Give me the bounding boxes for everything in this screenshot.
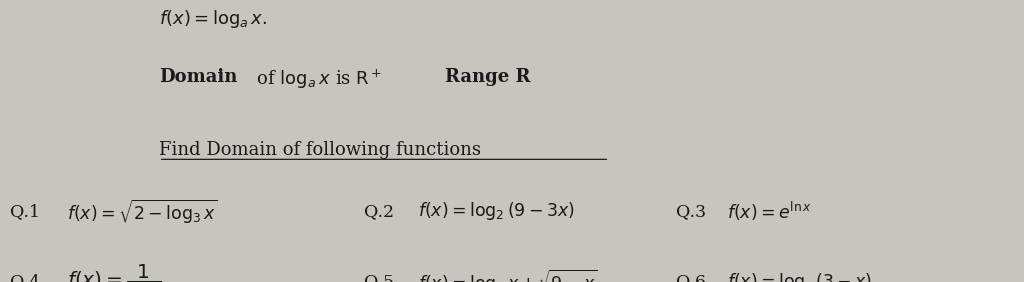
Text: $f(x) = \dfrac{1}{\ln x}$: $f(x) = \dfrac{1}{\ln x}$ bbox=[67, 262, 162, 282]
Text: $f(x) = \log_x(3-x)$: $f(x) = \log_x(3-x)$ bbox=[727, 271, 872, 282]
Text: $f(x) = \log_2(9-3x)$: $f(x) = \log_2(9-3x)$ bbox=[418, 201, 574, 222]
Text: Q.4: Q.4 bbox=[10, 274, 40, 282]
Text: Q.3: Q.3 bbox=[676, 203, 706, 220]
Text: Range R: Range R bbox=[445, 68, 530, 86]
Text: $f(x) = e^{\ln x}$: $f(x) = e^{\ln x}$ bbox=[727, 200, 812, 223]
Text: Q.2: Q.2 bbox=[364, 203, 393, 220]
Text: Domain: Domain bbox=[159, 68, 238, 86]
Text: $f(x) = \sqrt{2 - \log_3 x}$: $f(x) = \sqrt{2 - \log_3 x}$ bbox=[67, 197, 217, 226]
Text: Q.1: Q.1 bbox=[10, 203, 40, 220]
Text: $f(x)= \log_a x.$: $f(x)= \log_a x.$ bbox=[159, 8, 267, 30]
Text: Q.5: Q.5 bbox=[364, 274, 393, 282]
Text: of $\log_a x$ is $\mathrm{R}^+$: of $\log_a x$ is $\mathrm{R}^+$ bbox=[251, 68, 382, 91]
Text: Q.6: Q.6 bbox=[676, 274, 706, 282]
Text: $f(x) = \log_2 x + \sqrt{9-x}$: $f(x) = \log_2 x + \sqrt{9-x}$ bbox=[418, 268, 598, 282]
Text: Find Domain of following functions: Find Domain of following functions bbox=[159, 141, 480, 159]
